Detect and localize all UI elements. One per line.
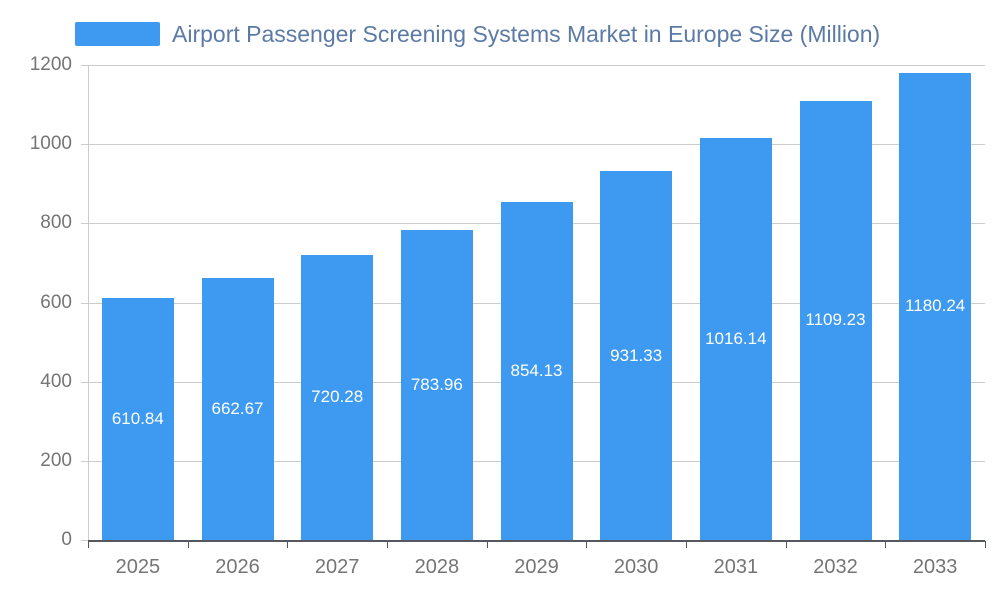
x-axis-tick-label: 2026 <box>215 556 260 578</box>
y-axis-tick <box>81 460 88 462</box>
x-axis-tick-label: 2033 <box>912 556 958 578</box>
y-axis-tick <box>81 144 88 146</box>
bar-value-label: 1016.14 <box>705 328 767 348</box>
y-axis-tick <box>81 302 88 304</box>
bar-value-label: 662.67 <box>211 398 264 418</box>
x-axis-tick <box>287 541 289 548</box>
bar-2031 <box>699 137 772 540</box>
x-axis-tick <box>586 541 588 548</box>
bar-value-label: 1109.23 <box>805 310 866 330</box>
y-axis-tick <box>81 223 88 225</box>
x-axis-tick <box>88 541 89 548</box>
y-axis-tick-label: 0 <box>61 529 72 550</box>
bar-2028 <box>400 229 473 540</box>
x-axis-tick-label: 2032 <box>813 556 858 578</box>
x-axis-tick-label: 2031 <box>713 556 759 578</box>
y-axis-tick <box>81 65 88 66</box>
bar-value-label: 610.84 <box>111 409 164 429</box>
chart-title: Airport Passenger Screening Systems Mark… <box>172 21 881 47</box>
y-axis-tick-label: 200 <box>40 449 72 471</box>
y-axis-tick <box>81 381 88 383</box>
x-axis-tick <box>885 541 887 548</box>
bar-value-label: 1180.24 <box>905 296 966 316</box>
x-axis-tick <box>387 541 388 548</box>
y-axis-tick-label: 600 <box>40 291 72 313</box>
x-axis-line <box>88 540 985 542</box>
y-axis-tick-label: 1200 <box>29 54 72 75</box>
y-axis-tick-label: 400 <box>40 370 72 392</box>
bar-2029 <box>500 201 573 540</box>
x-axis-tick <box>785 541 787 548</box>
x-axis-tick <box>985 541 986 548</box>
bar-2033 <box>899 72 972 540</box>
x-axis-tick <box>486 541 488 548</box>
gridline <box>88 144 985 146</box>
chart-legend[interactable]: Airport Passenger Screening Systems Mark… <box>75 20 880 48</box>
bar-2027 <box>301 254 374 540</box>
bar-2032 <box>799 100 872 540</box>
y-axis-line <box>88 65 89 540</box>
bar-value-label: 931.33 <box>610 345 663 365</box>
x-axis-tick-label: 2030 <box>613 556 659 578</box>
y-axis-tick-label: 800 <box>40 212 72 234</box>
bar-value-label: 854.13 <box>510 360 563 380</box>
bar-2025 <box>101 298 174 540</box>
bar-value-label: 720.28 <box>311 387 364 407</box>
x-axis-tick <box>187 541 189 548</box>
bar-value-label: 783.96 <box>410 374 463 394</box>
y-axis-tick <box>81 540 88 541</box>
y-axis-tick-label: 1000 <box>29 133 72 155</box>
bar-2030 <box>600 171 673 540</box>
x-axis-tick-label: 2027 <box>314 556 360 578</box>
gridline <box>88 65 985 66</box>
x-axis-tick <box>686 541 687 548</box>
x-axis-tick-label: 2025 <box>115 556 161 578</box>
x-axis-tick-label: 2028 <box>414 556 460 578</box>
legend-swatch-icon <box>75 22 160 46</box>
x-axis-tick-label: 2029 <box>514 556 559 578</box>
bar-2026 <box>201 277 274 540</box>
